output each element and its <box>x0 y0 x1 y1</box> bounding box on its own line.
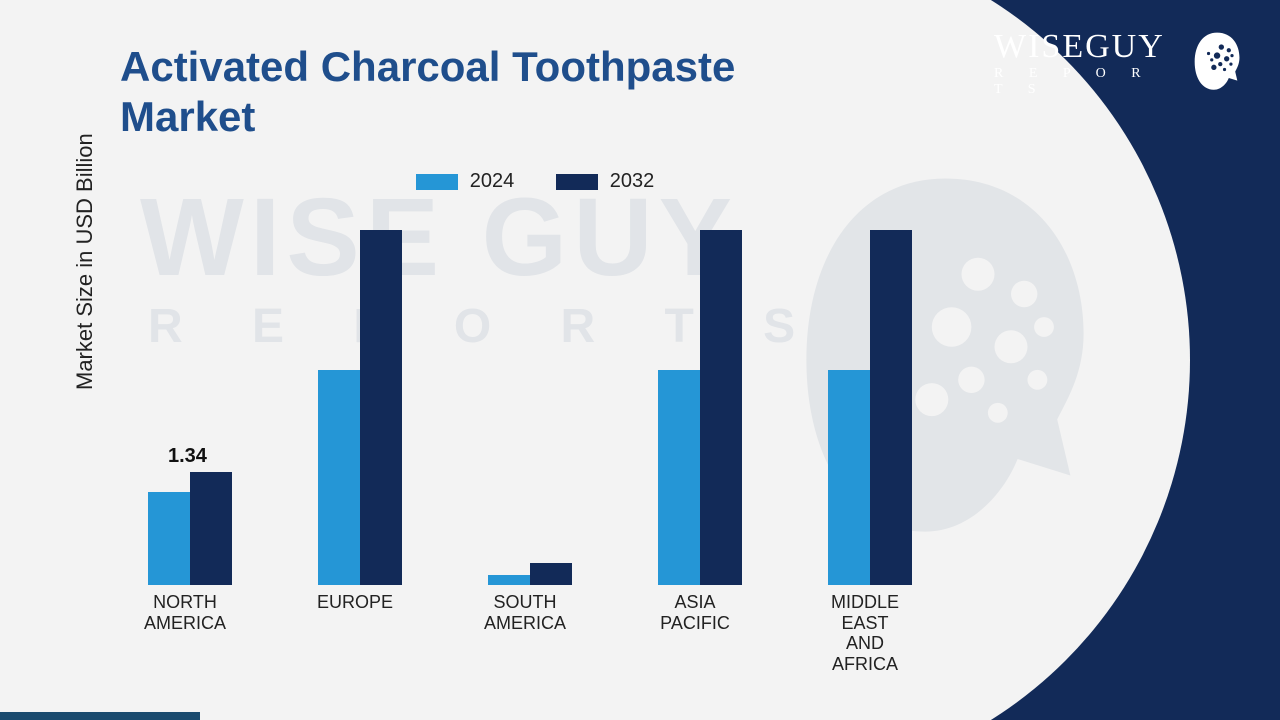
logo-main-text: WISEGUY <box>994 30 1184 64</box>
page-root: WISE GUY R E P O R T S Activated Charcoa… <box>0 0 1280 720</box>
legend-label-2032: 2032 <box>610 170 655 193</box>
y-axis-label: Market Size in USD Billion <box>72 133 98 390</box>
logo-head-icon <box>1190 30 1244 94</box>
legend-label-2024: 2024 <box>470 170 515 193</box>
bar-group <box>110 205 260 585</box>
bar <box>828 370 870 585</box>
bar <box>488 575 530 585</box>
bar-group <box>280 205 430 585</box>
x-axis-label: NORTHAMERICA <box>110 592 260 633</box>
bar <box>530 563 572 585</box>
plot-area: 1.34 <box>110 205 960 585</box>
bar-group <box>790 205 940 585</box>
bar-group <box>450 205 600 585</box>
footer-accent-bar <box>0 712 200 720</box>
bar <box>148 492 190 585</box>
bar <box>360 230 402 585</box>
legend-item-2032: 2032 <box>556 170 655 193</box>
x-axis-label: SOUTHAMERICA <box>450 592 600 633</box>
legend-swatch-2024 <box>416 174 458 190</box>
chart-title: Activated Charcoal Toothpaste Market <box>120 42 820 141</box>
legend-item-2024: 2024 <box>416 170 515 193</box>
brand-logo: WISEGUY R E P O R T S <box>994 30 1244 98</box>
bar <box>318 370 360 585</box>
x-axis-label: MIDDLEEASTANDAFRICA <box>790 592 940 675</box>
legend-swatch-2032 <box>556 174 598 190</box>
bar <box>658 370 700 585</box>
bar-value-label: 1.34 <box>168 445 207 468</box>
bar <box>700 230 742 585</box>
bar <box>190 472 232 585</box>
logo-sub-text: R E P O R T S <box>994 66 1184 98</box>
bar-group <box>620 205 770 585</box>
chart-area: 2024 2032 1.34 <box>110 205 960 585</box>
bar <box>870 230 912 585</box>
legend: 2024 2032 <box>110 170 960 196</box>
x-axis-label: ASIAPACIFIC <box>620 592 770 633</box>
x-axis-label: EUROPE <box>280 592 430 613</box>
